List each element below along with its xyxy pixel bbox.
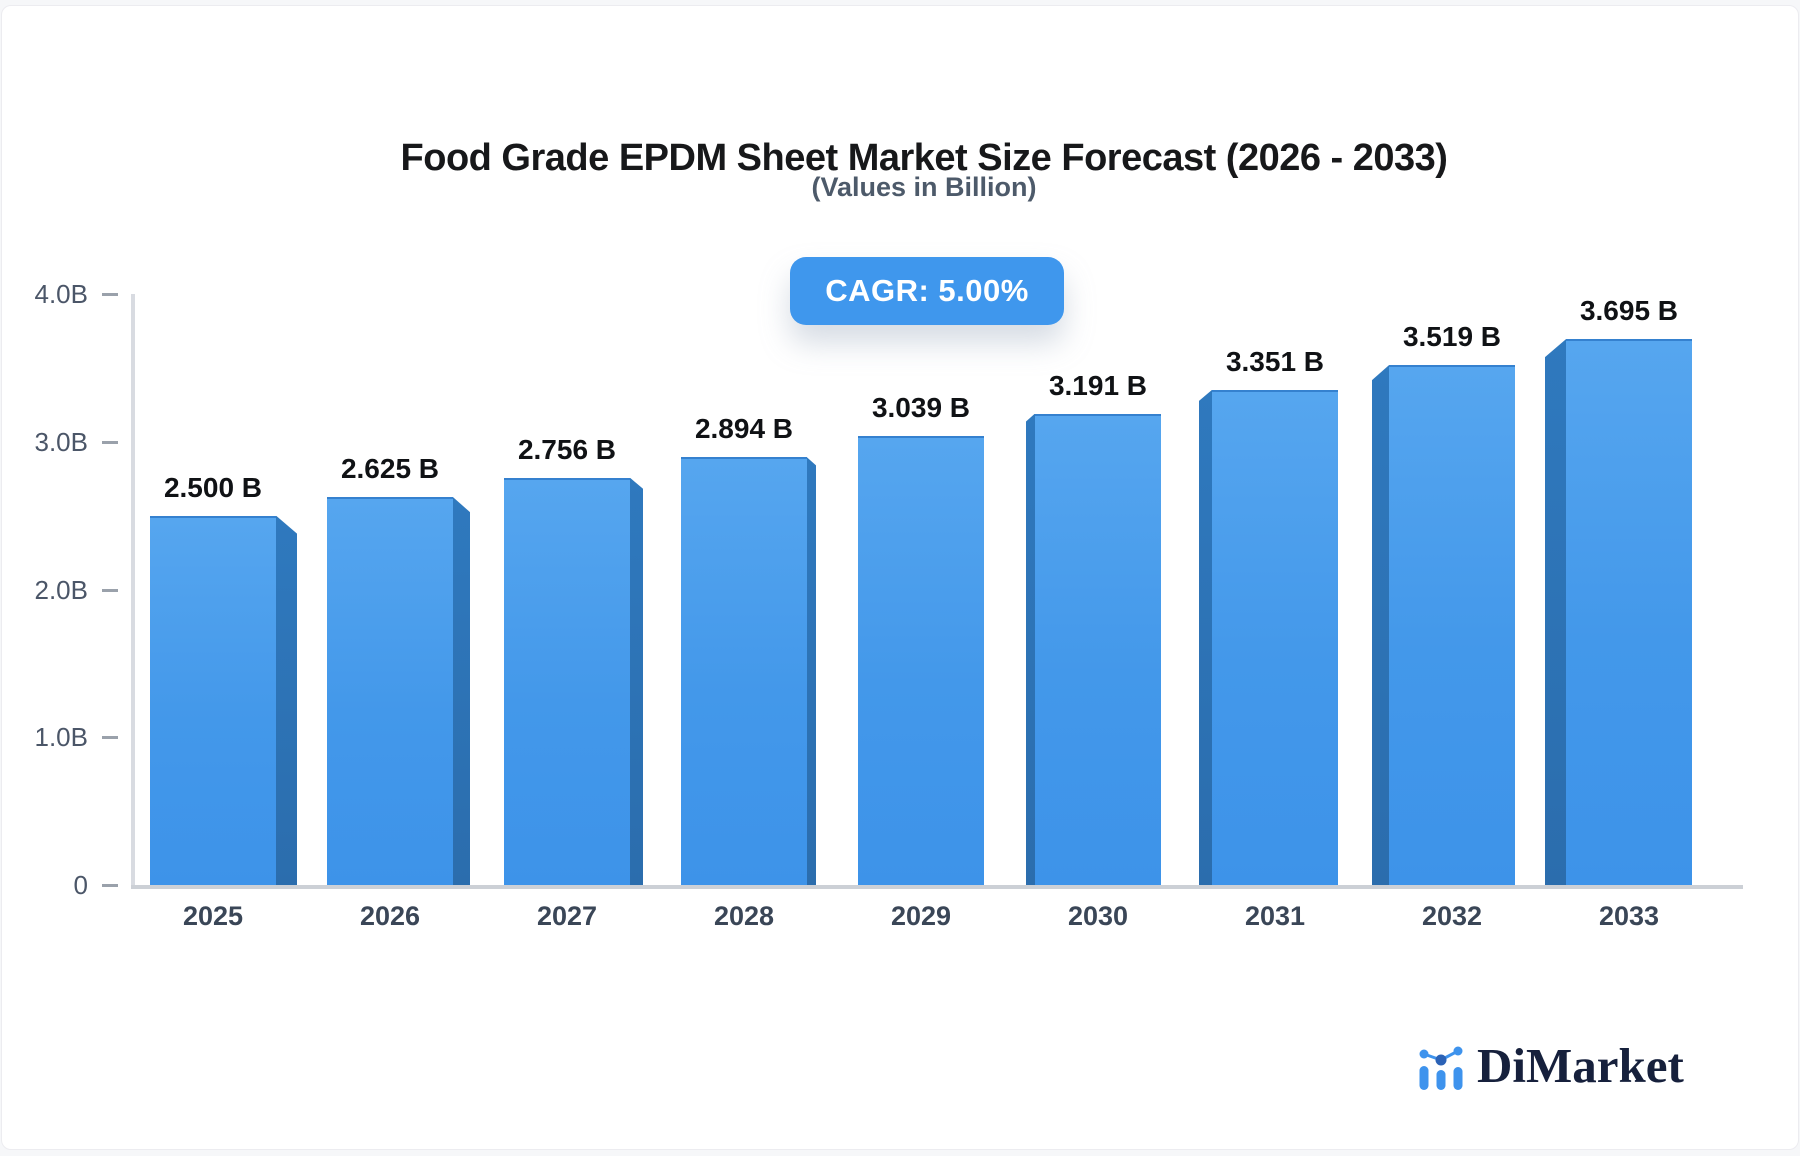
bar-2031 bbox=[1212, 389, 1338, 885]
y-axis-tick-label: 1.0B bbox=[34, 722, 89, 753]
y-axis-tick-mark bbox=[102, 884, 118, 887]
bar-side-face bbox=[1199, 389, 1212, 885]
x-axis-baseline bbox=[131, 885, 1743, 889]
x-axis-label: 2031 bbox=[1244, 901, 1306, 931]
bar-2033 bbox=[1566, 339, 1692, 885]
bar-value-label: 2.894 B bbox=[694, 413, 794, 445]
bar-2030 bbox=[1035, 413, 1161, 885]
bar-value-label: 3.191 B bbox=[1048, 369, 1148, 401]
bar-2026 bbox=[327, 497, 453, 885]
x-axis-label: 2032 bbox=[1421, 901, 1483, 931]
bar-2027 bbox=[504, 477, 630, 885]
brand-logo: DiMarket bbox=[1418, 1040, 1684, 1092]
x-axis-label: 2033 bbox=[1598, 901, 1660, 931]
plot-area: 0 1.0B 2.0B 3.0B 4.0B 2.500 B 2025 2.625 B 2026 2… bbox=[35, 279, 1743, 931]
dimarket-logo-icon bbox=[1419, 1046, 1463, 1090]
page-title: Food Grade EPDM Sheet Market Size Foreca… bbox=[400, 137, 1448, 180]
bar-side-face bbox=[630, 477, 643, 885]
bar-value-label: 2.500 B bbox=[163, 471, 263, 503]
y-axis-tick-mark bbox=[102, 440, 118, 444]
bar-value-label: 2.625 B bbox=[340, 453, 440, 485]
x-axis-label: 2030 bbox=[1067, 901, 1129, 931]
bar-side-face bbox=[1545, 339, 1566, 885]
bar-value-label: 3.695 B bbox=[1579, 295, 1679, 327]
bar-side-face bbox=[453, 497, 470, 885]
bar-value-label: 2.756 B bbox=[517, 433, 617, 465]
y-axis-line bbox=[131, 294, 135, 889]
x-axis-label: 2026 bbox=[359, 901, 421, 931]
y-axis-tick-mark bbox=[102, 736, 118, 740]
x-axis-label: 2029 bbox=[890, 901, 952, 931]
bar-2032 bbox=[1389, 365, 1515, 885]
bar-value-label: 3.039 B bbox=[871, 391, 971, 423]
x-axis-label: 2025 bbox=[182, 901, 244, 931]
bar-side-face bbox=[1026, 413, 1035, 885]
y-axis-tick-label: 2.0B bbox=[34, 574, 89, 605]
bar-2029 bbox=[858, 435, 984, 885]
x-axis-label: 2027 bbox=[536, 901, 598, 931]
page-subtitle: (Values in Billion) bbox=[811, 172, 1037, 202]
bar-value-label: 3.351 B bbox=[1225, 345, 1325, 377]
y-axis-tick-label: 0 bbox=[73, 870, 88, 900]
bar-2028 bbox=[681, 457, 807, 885]
cagr-badge: CAGR: 5.00% bbox=[790, 257, 1064, 325]
bar-side-face bbox=[276, 515, 297, 885]
x-axis-label: 2028 bbox=[713, 901, 775, 931]
y-axis-tick-label: 4.0B bbox=[34, 279, 89, 309]
brand-name: DiMarket bbox=[1477, 1038, 1684, 1093]
y-axis-tick-label: 3.0B bbox=[34, 426, 89, 457]
bar-value-label: 3.519 B bbox=[1402, 321, 1502, 353]
bar-side-face bbox=[807, 457, 816, 885]
y-axis-tick-mark bbox=[102, 293, 118, 296]
y-axis-tick-mark bbox=[102, 588, 118, 592]
bar-side-face bbox=[1372, 365, 1389, 885]
bar-2025 bbox=[150, 515, 276, 885]
